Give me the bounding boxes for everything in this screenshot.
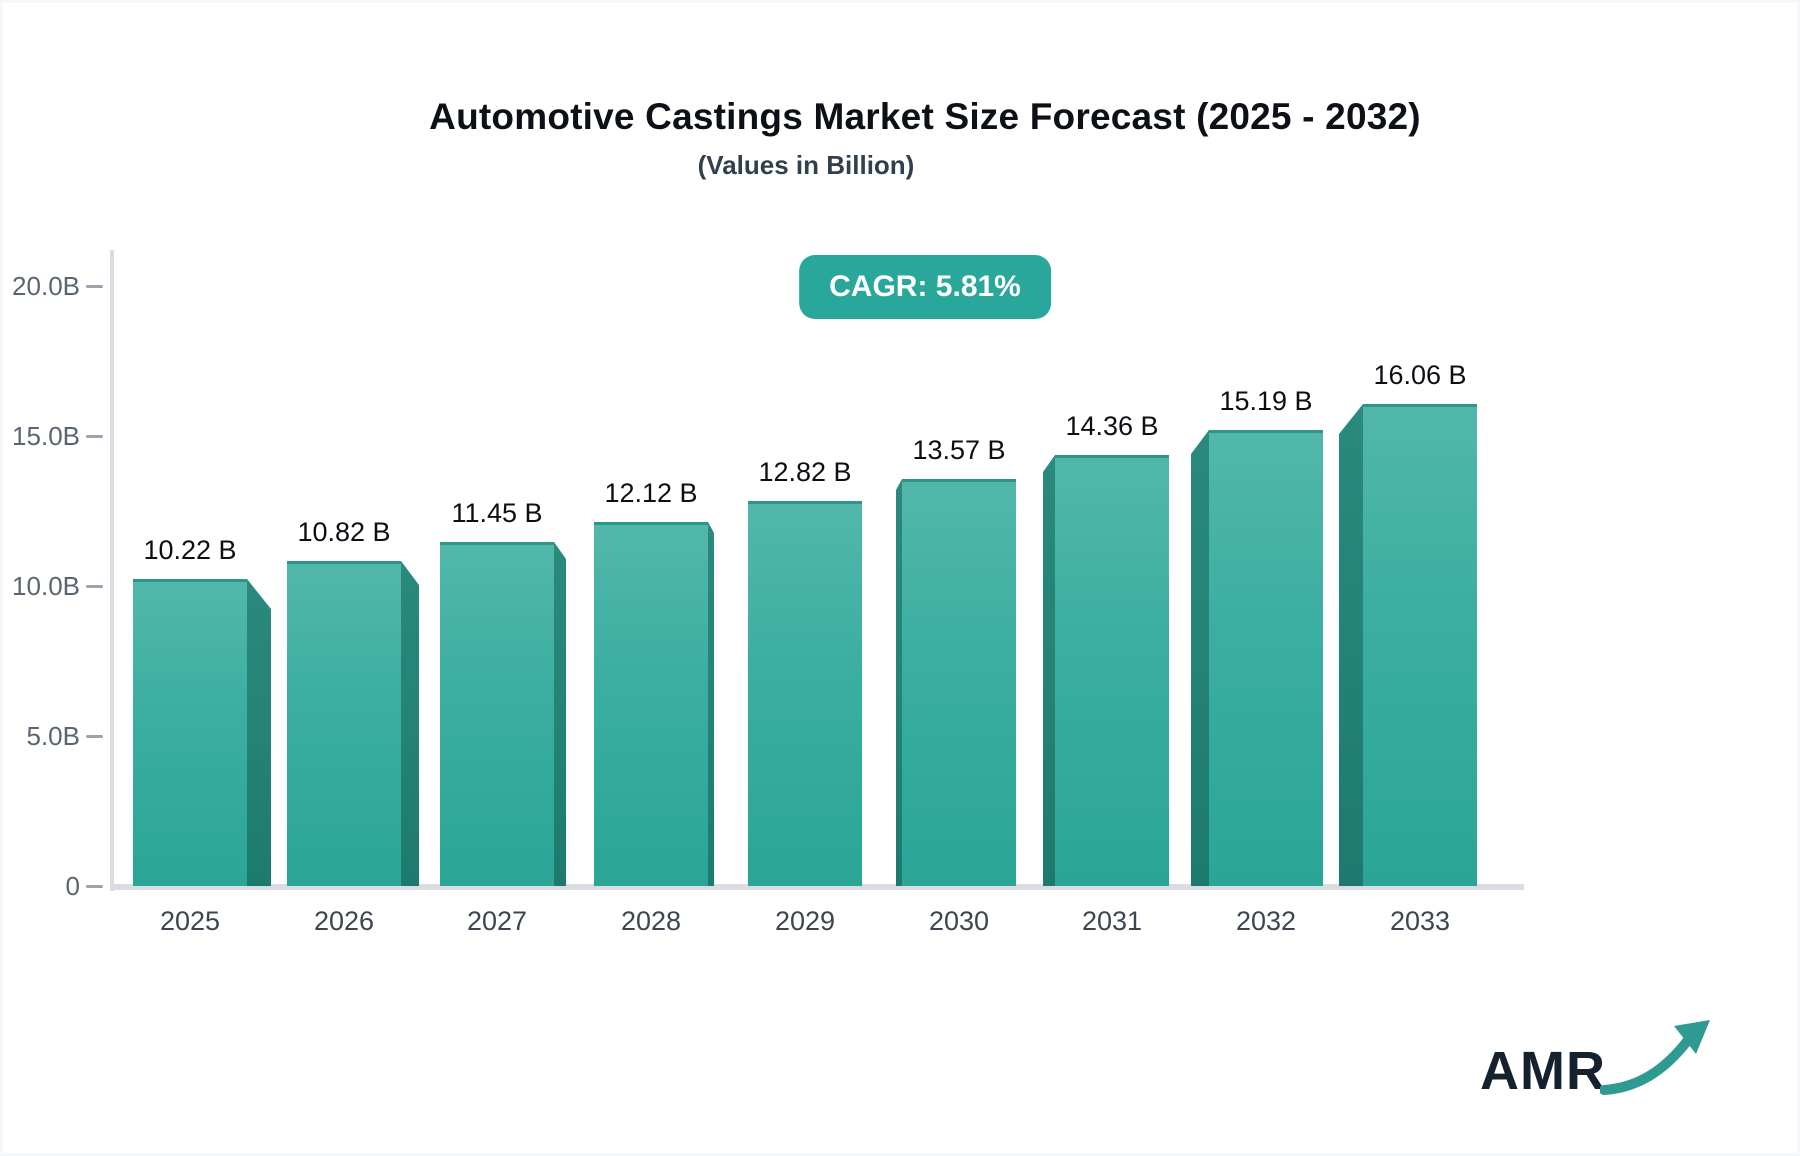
bar-value-label: 12.82 B <box>758 457 852 487</box>
bar-2027 <box>440 542 554 886</box>
bar-3d-side <box>247 579 271 886</box>
y-axis-line <box>110 250 114 891</box>
x-tick-label: 2030 <box>928 906 990 936</box>
page-title: Automotive Castings Market Size Forecast… <box>429 96 1421 137</box>
x-tick-label: 2029 <box>774 906 836 936</box>
bar-2029 <box>748 501 862 886</box>
bar-3d-side <box>1191 430 1209 886</box>
y-tick-mark <box>86 885 103 888</box>
y-tick-mark <box>86 585 103 588</box>
x-tick-label: 2028 <box>620 906 682 936</box>
cagr-badge: CAGR: 5.81% <box>799 255 1051 319</box>
bar-2030 <box>902 479 1016 886</box>
bar-value-label: 16.06 B <box>1373 360 1467 390</box>
bar-value-label: 11.45 B <box>451 498 543 528</box>
y-tick-label: 10.0B <box>12 571 80 601</box>
bar-value-label: 14.36 B <box>1065 411 1159 441</box>
x-axis-baseline <box>110 884 1524 890</box>
y-tick-label: 5.0B <box>26 721 81 751</box>
bar-value-label: 10.22 B <box>143 535 237 565</box>
x-tick-label: 2033 <box>1389 906 1451 936</box>
logo-text: AMR <box>1480 1041 1606 1101</box>
y-tick-mark <box>86 435 103 438</box>
bar-2028 <box>594 522 708 886</box>
x-tick-label: 2027 <box>466 906 528 936</box>
bar-3d-side <box>896 479 902 886</box>
bar-value-label: 10.82 B <box>297 517 391 547</box>
bar-3d-side <box>401 561 419 886</box>
amr-logo: AMR <box>1480 1018 1712 1098</box>
bar-3d-side <box>708 522 714 886</box>
bar-2032 <box>1209 430 1323 886</box>
x-tick-label: 2025 <box>159 906 221 936</box>
x-tick-label: 2031 <box>1081 906 1143 936</box>
x-tick-label: 2026 <box>313 906 375 936</box>
growth-arrow-icon <box>1600 1020 1710 1095</box>
y-tick-label: 0 <box>65 871 80 901</box>
y-tick-label: 15.0B <box>12 421 80 451</box>
bar-value-label: 13.57 B <box>912 435 1006 465</box>
y-tick-mark <box>86 285 103 288</box>
page-subtitle: (Values in Billion) <box>697 150 915 180</box>
bar-value-label: 15.19 B <box>1219 386 1313 416</box>
x-tick-label: 2032 <box>1235 906 1297 936</box>
bar-2033 <box>1363 404 1477 886</box>
bar-3d-side <box>1043 455 1055 886</box>
bar-3d-side <box>554 542 566 886</box>
y-tick-label: 20.0B <box>12 271 80 301</box>
bar-2026 <box>287 561 401 886</box>
bar-2031 <box>1055 455 1169 886</box>
bar-3d-side <box>1339 404 1363 886</box>
y-tick-mark <box>86 735 103 738</box>
bar-value-label: 12.12 B <box>604 478 698 508</box>
bar-2025 <box>133 579 247 886</box>
